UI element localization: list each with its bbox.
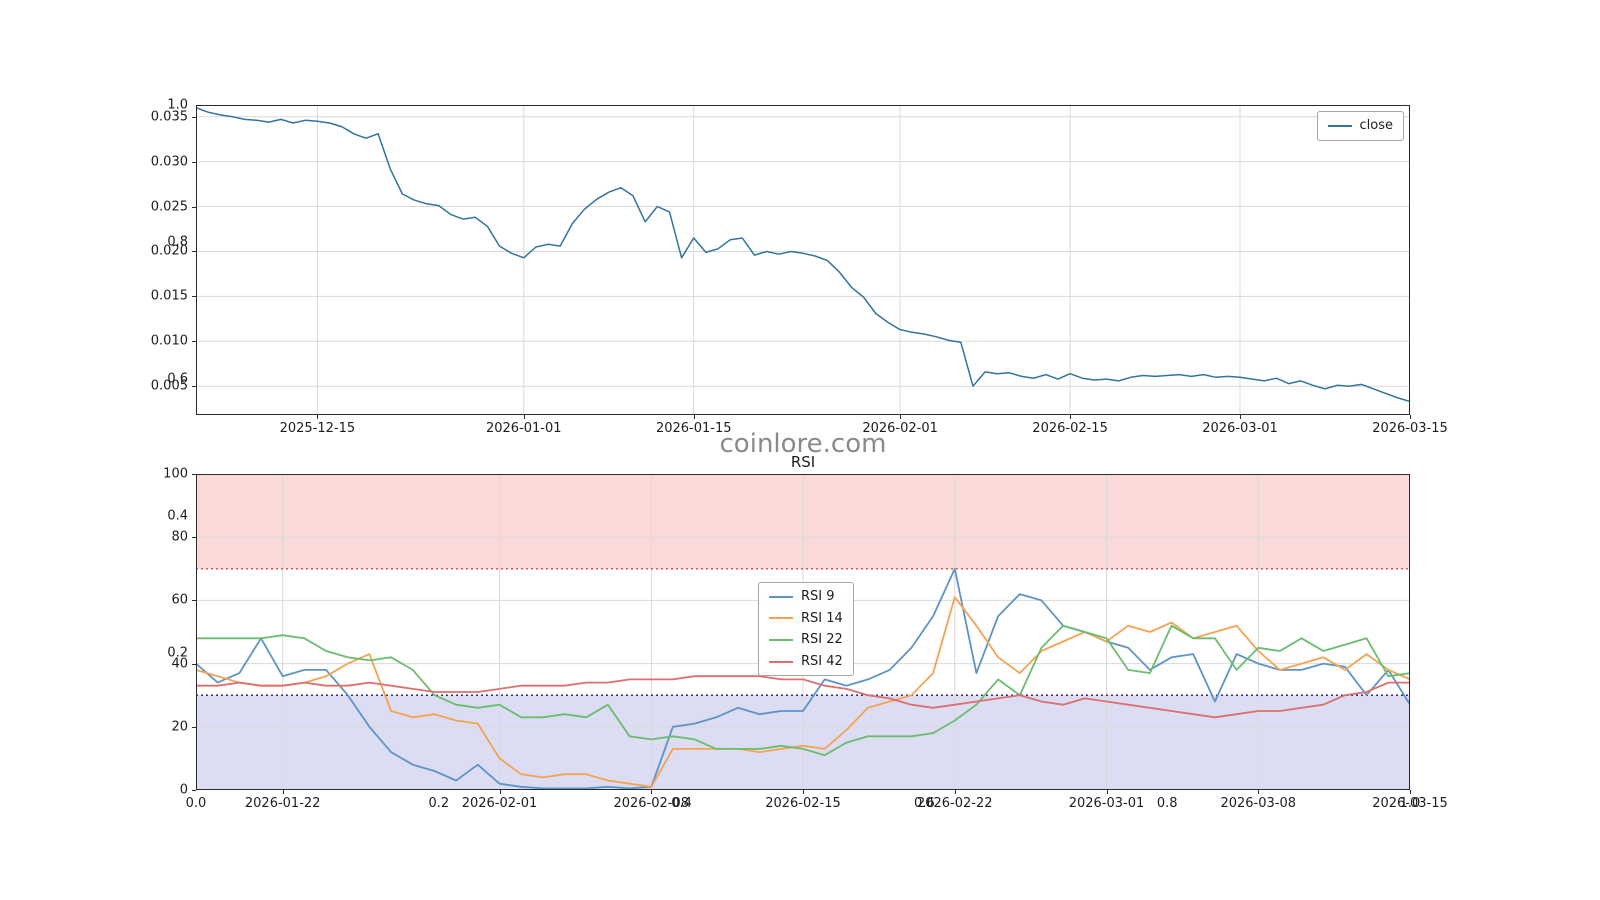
rsi-chart-y-tick-label: 80: [171, 529, 188, 545]
overlay-x-tick-label: 0.6: [914, 796, 935, 811]
tick-mark: [1410, 790, 1411, 794]
top-chart-y-tick-label: 0.010: [150, 333, 188, 349]
tick-mark: [499, 790, 501, 794]
top-chart-legend: close: [1316, 111, 1404, 141]
price-close-chart: close: [196, 105, 1410, 415]
tick-mark: [1106, 790, 1108, 794]
overlay-x-tick-label: 1.0: [1399, 796, 1421, 811]
legend-line-swatch: [1327, 124, 1352, 127]
rsi-chart-x-tick-label: 2026-02-01: [461, 796, 538, 811]
tick-mark: [523, 415, 525, 419]
legend-line-swatch: [769, 617, 793, 620]
tick-mark: [1410, 415, 1411, 419]
top-chart-canvas: [196, 105, 1410, 415]
rsi-chart-y-tick-label: 20: [171, 719, 188, 735]
rsi-chart-line-0: [196, 567, 1410, 790]
legend-item: RSI 22: [769, 632, 843, 648]
top-chart-y-tick-label: 0.035: [150, 109, 188, 125]
legend-label: RSI 14: [801, 610, 843, 626]
rsi-chart-line-1: [196, 596, 1410, 788]
rsi-chart-y-tick-label: 100: [163, 466, 188, 482]
top-chart-line-0: [196, 106, 1410, 403]
rsi-indicator-chart: RSI 9 RSI 14 RSI 22 RSI 42: [196, 474, 1410, 790]
rsi-chart-legend: RSI 9 RSI 14 RSI 22 RSI 42: [758, 582, 854, 677]
tick-mark: [317, 415, 319, 419]
tick-mark: [900, 415, 902, 419]
tick-mark: [954, 790, 956, 794]
overlay-x-tick-label: 0.0: [185, 796, 207, 811]
tick-mark: [1240, 415, 1242, 419]
rsi-chart-canvas: [196, 474, 1410, 790]
legend-item: RSI 9: [769, 589, 843, 605]
rsi-chart-x-tick-label: 2026-03-01: [1068, 796, 1145, 811]
rsi-chart-y-tick-label: 0: [179, 782, 188, 798]
legend-line-swatch: [769, 660, 793, 663]
rsi-chart-y-tick-label: 60: [171, 592, 188, 608]
rsi-chart-line-3: [196, 675, 1410, 719]
rsi-chart-x-tick-label: 2026-01-22: [244, 796, 321, 811]
overlay-y-tick-label: 0.2: [167, 645, 188, 661]
rsi-chart-x-tick-label: 2026-03-15: [1372, 796, 1448, 811]
legend-item: close: [1327, 118, 1393, 134]
legend-label: RSI 42: [801, 653, 843, 669]
top-chart-y-tick-label: 0.020: [150, 243, 188, 259]
legend-label: RSI 9: [801, 589, 835, 604]
overlay-y-tick-label: 0.6: [167, 371, 188, 387]
tick-mark: [803, 790, 804, 794]
legend-item: RSI 42: [769, 654, 843, 670]
rsi-chart-y-tick-label: 40: [171, 656, 188, 672]
tick-mark: [282, 790, 284, 794]
legend-line-swatch: [769, 595, 793, 598]
overlay-x-tick-label: 0.8: [1156, 796, 1178, 811]
overlay-x-tick-label: 0.2: [428, 796, 450, 811]
rsi-chart-line-2: [196, 624, 1410, 757]
legend-label: close: [1359, 118, 1393, 133]
top-chart-y-tick-label: 0.030: [150, 154, 188, 170]
tick-mark: [651, 790, 653, 794]
rsi-chart-x-tick-label: 2026-03-08: [1220, 796, 1297, 811]
rsi-chart-x-tick-label: 2026-02-15: [765, 796, 841, 811]
legend-line-swatch: [769, 638, 793, 641]
tick-mark: [693, 415, 695, 419]
legend-label: RSI 22: [801, 632, 843, 648]
rsi-chart-x-tick-label: 2026-02-08: [613, 796, 690, 811]
top-chart-y-tick-label: 0.025: [150, 199, 188, 215]
top-chart-y-tick-label: 0.015: [150, 288, 188, 304]
tick-mark: [1070, 415, 1072, 419]
overlay-y-tick-label: 0.8: [167, 234, 188, 250]
rsi-chart-title: RSI: [790, 453, 816, 471]
legend-item: RSI 14: [769, 611, 843, 627]
watermark: coinlore.com: [719, 429, 887, 459]
tick-mark: [192, 790, 196, 791]
overlay-y-tick-label: 0.4: [167, 508, 188, 524]
overlay-x-tick-label: 0.4: [671, 796, 692, 811]
top-chart-y-tick-label: 0.005: [150, 378, 188, 394]
overlay-y-tick-label: 1.0: [167, 97, 188, 113]
tick-mark: [1258, 790, 1260, 794]
rsi-chart-x-tick-label: 2026-02-22: [916, 796, 993, 811]
